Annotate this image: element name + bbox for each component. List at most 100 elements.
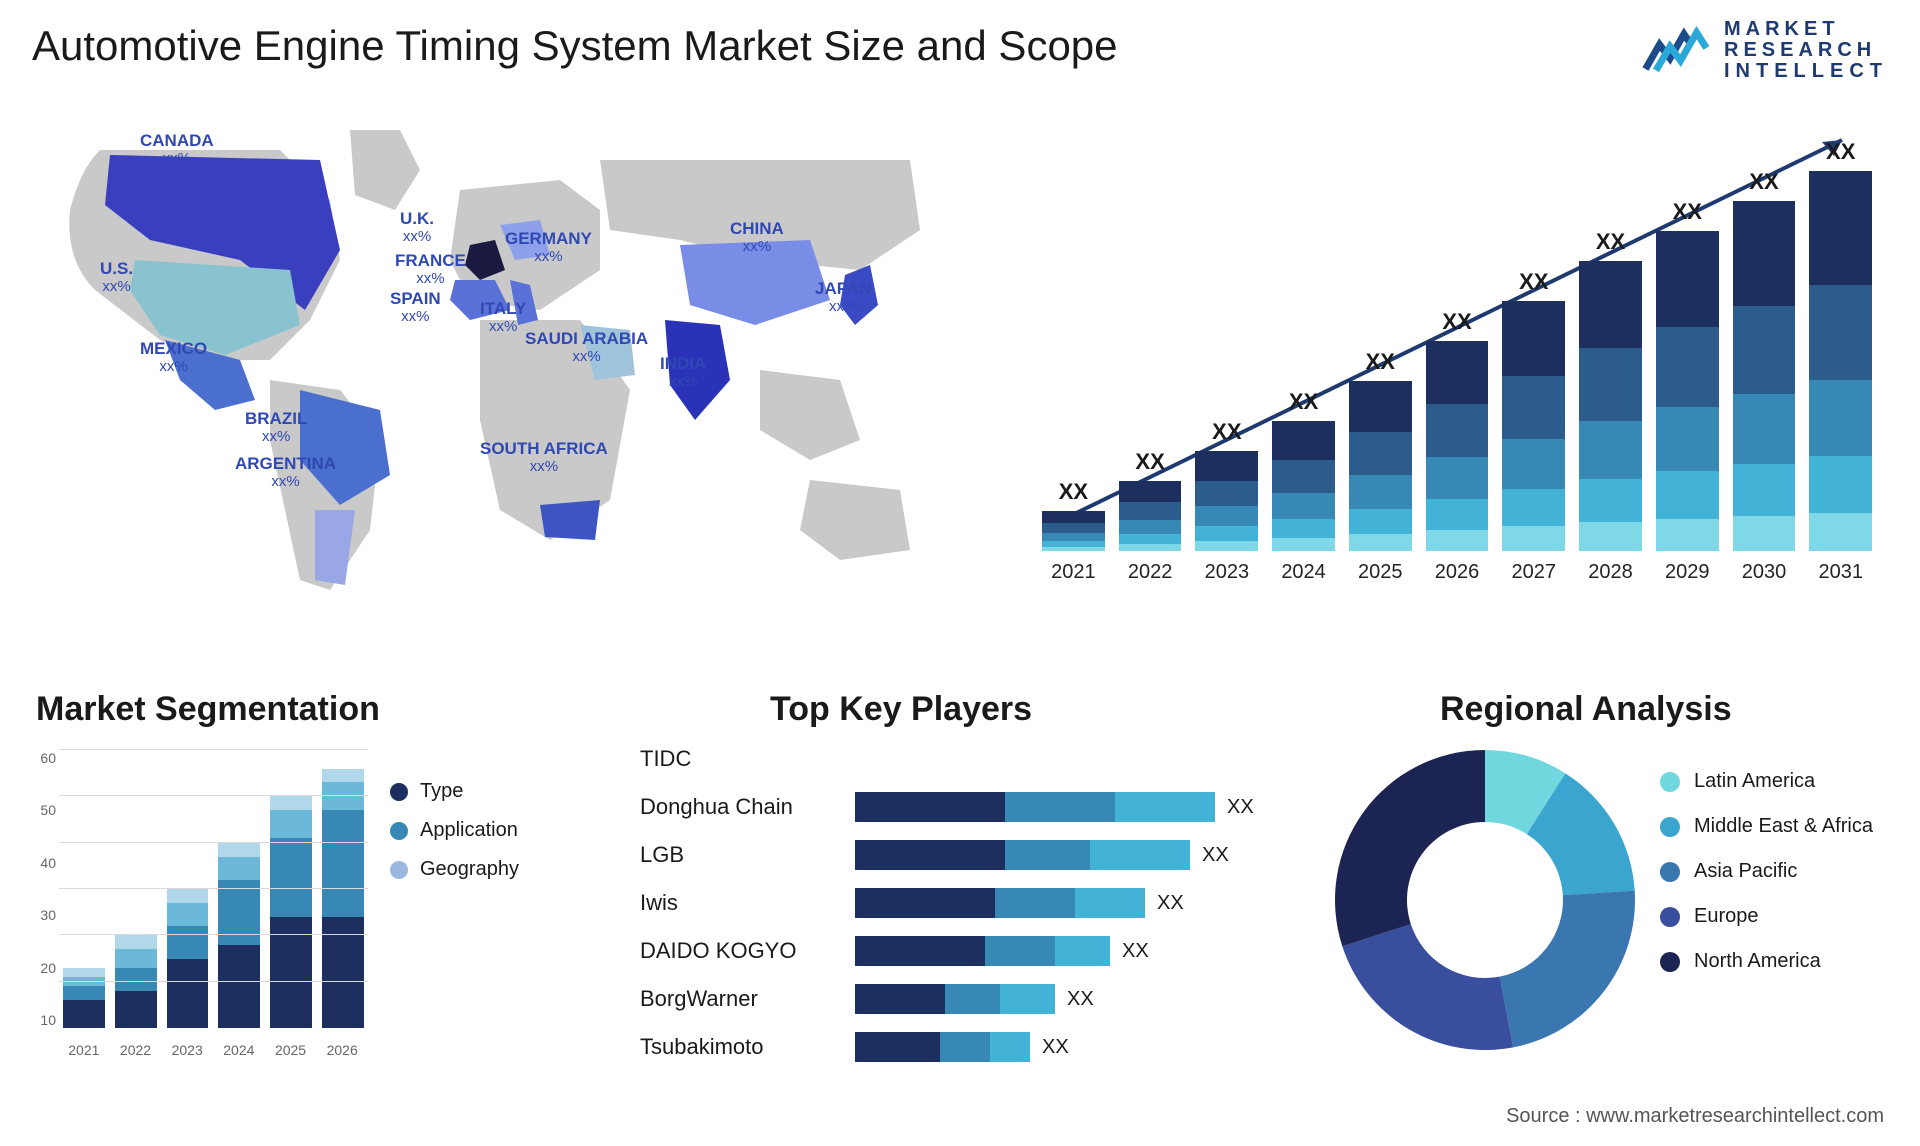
legend-swatch-icon — [1660, 907, 1680, 927]
player-row: TsubakimotoXX — [640, 1023, 1260, 1071]
player-row: IwisXX — [640, 879, 1260, 927]
seg-ytick: 40 — [40, 855, 56, 871]
bar-value-label: XX — [1673, 199, 1702, 225]
bar-year-label: 2024 — [1281, 561, 1326, 584]
world-map: CANADAxx% U.S.xx% MEXICOxx% BRAZILxx% ARGENT… — [40, 110, 940, 650]
player-value: XX — [1202, 844, 1229, 867]
bar-value-label: XX — [1442, 309, 1471, 335]
legend-label: Europe — [1694, 905, 1759, 928]
main-bar-2021: XX 2021 — [1042, 479, 1105, 584]
map-label-u-k-: U.K.xx% — [400, 210, 434, 245]
seg-ytick: 30 — [40, 907, 56, 923]
bar-year-label: 2022 — [1128, 561, 1173, 584]
main-bar-2026: XX 2026 — [1426, 309, 1489, 584]
regional-donut — [1335, 750, 1635, 1050]
legend-label: Type — [420, 780, 463, 803]
bar-value-label: XX — [1059, 479, 1088, 505]
bar-year-label: 2025 — [1358, 561, 1403, 584]
donut-slice — [1500, 891, 1635, 1048]
bar-value-label: XX — [1366, 349, 1395, 375]
seg-legend-item: Geography — [390, 858, 519, 881]
main-bar-2030: XX2030 — [1733, 169, 1796, 584]
map-label-brazil: BRAZILxx% — [245, 410, 307, 445]
player-row: DAIDO KOGYOXX — [640, 927, 1260, 975]
seg-xlabel: 2026 — [316, 1042, 368, 1058]
bar-value-label: XX — [1596, 229, 1625, 255]
regional-title: Regional Analysis — [1440, 690, 1732, 729]
player-row: Donghua ChainXX — [640, 783, 1260, 831]
players-title: Top Key Players — [770, 690, 1032, 729]
map-label-spain: SPAINxx% — [390, 290, 441, 325]
player-name: TIDC — [640, 746, 855, 772]
regional-legend-item: Latin America — [1660, 770, 1873, 793]
bar-year-label: 2028 — [1588, 561, 1633, 584]
logo-line3: INTELLECT — [1724, 61, 1888, 82]
regional-legend: Latin America Middle East & Africa Asia Pa… — [1660, 770, 1873, 973]
bar-year-label: 2027 — [1512, 561, 1557, 584]
player-name: LGB — [640, 842, 855, 868]
segmentation-chart: 605040302010 202120222023202420252026 — [28, 750, 368, 1070]
bar-year-label: 2023 — [1205, 561, 1250, 584]
donut-slice — [1335, 750, 1485, 946]
main-bar-chart: XX2021XX2022XX2023XX2024XX2025XX2026XX20… — [1042, 150, 1872, 630]
seg-bar-2025 — [270, 796, 312, 1028]
bar-year-label: 2026 — [1435, 561, 1480, 584]
legend-label: North America — [1694, 950, 1821, 973]
seg-legend-item: Application — [390, 819, 519, 842]
bar-year-label: 2031 — [1818, 561, 1863, 584]
map-label-south-africa: SOUTH AFRICAxx% — [480, 440, 608, 475]
legend-label: Application — [420, 819, 518, 842]
seg-bar-2021 — [63, 968, 105, 1028]
seg-ytick: 50 — [40, 802, 56, 818]
main-bar-2023: XX 2023 — [1195, 419, 1258, 584]
map-label-argentina: ARGENTINAxx% — [235, 455, 336, 490]
legend-label: Latin America — [1694, 770, 1815, 793]
map-label-u-s-: U.S.xx% — [100, 260, 133, 295]
regional-legend-item: Asia Pacific — [1660, 860, 1873, 883]
bar-year-label: 2029 — [1665, 561, 1710, 584]
player-value: XX — [1227, 796, 1254, 819]
player-name: BorgWarner — [640, 986, 855, 1012]
logo-text: MARKET RESEARCH INTELLECT — [1724, 19, 1888, 82]
player-row: BorgWarner XX — [640, 975, 1260, 1023]
seg-bar-2024 — [218, 843, 260, 1028]
bar-value-label: XX — [1289, 389, 1318, 415]
bar-value-label: XX — [1826, 139, 1855, 165]
brand-logo: MARKET RESEARCH INTELLECT — [1642, 18, 1888, 83]
main-bar-2022: XX 2022 — [1119, 449, 1182, 584]
main-bar-2024: XX 2024 — [1272, 389, 1335, 584]
player-value: XX — [1042, 1036, 1069, 1059]
seg-legend-item: Type — [390, 780, 519, 803]
seg-ytick: 10 — [40, 1012, 56, 1028]
seg-bar-2023 — [167, 889, 209, 1028]
legend-swatch-icon — [390, 822, 408, 840]
bar-value-label: XX — [1135, 449, 1164, 475]
regional-legend-item: North America — [1660, 950, 1873, 973]
regional-legend-item: Middle East & Africa — [1660, 815, 1873, 838]
map-label-mexico: MEXICOxx% — [140, 340, 207, 375]
bar-year-label: 2021 — [1051, 561, 1096, 584]
map-label-china: CHINAxx% — [730, 220, 784, 255]
legend-swatch-icon — [1660, 817, 1680, 837]
bar-value-label: XX — [1212, 419, 1241, 445]
player-row: LGB XX — [640, 831, 1260, 879]
main-bar-2027: XX 2027 — [1502, 269, 1565, 584]
seg-ytick: 20 — [40, 960, 56, 976]
player-value: XX — [1067, 988, 1094, 1011]
legend-swatch-icon — [390, 783, 408, 801]
bar-value-label: XX — [1519, 269, 1548, 295]
main-bar-2025: XX 2025 — [1349, 349, 1412, 584]
legend-swatch-icon — [1660, 952, 1680, 972]
segmentation-legend: Type Application Geography — [390, 780, 519, 881]
legend-swatch-icon — [1660, 862, 1680, 882]
bar-value-label: XX — [1749, 169, 1778, 195]
logo-line1: MARKET — [1724, 19, 1888, 40]
player-value: XX — [1157, 892, 1184, 915]
player-row: TIDC — [640, 735, 1260, 783]
map-label-canada: CANADAxx% — [140, 132, 214, 167]
player-value: XX — [1122, 940, 1149, 963]
seg-xlabel: 2021 — [58, 1042, 110, 1058]
legend-label: Geography — [420, 858, 519, 881]
map-label-saudi-arabia: SAUDI ARABIAxx% — [525, 330, 648, 365]
map-label-japan: JAPANxx% — [815, 280, 871, 315]
